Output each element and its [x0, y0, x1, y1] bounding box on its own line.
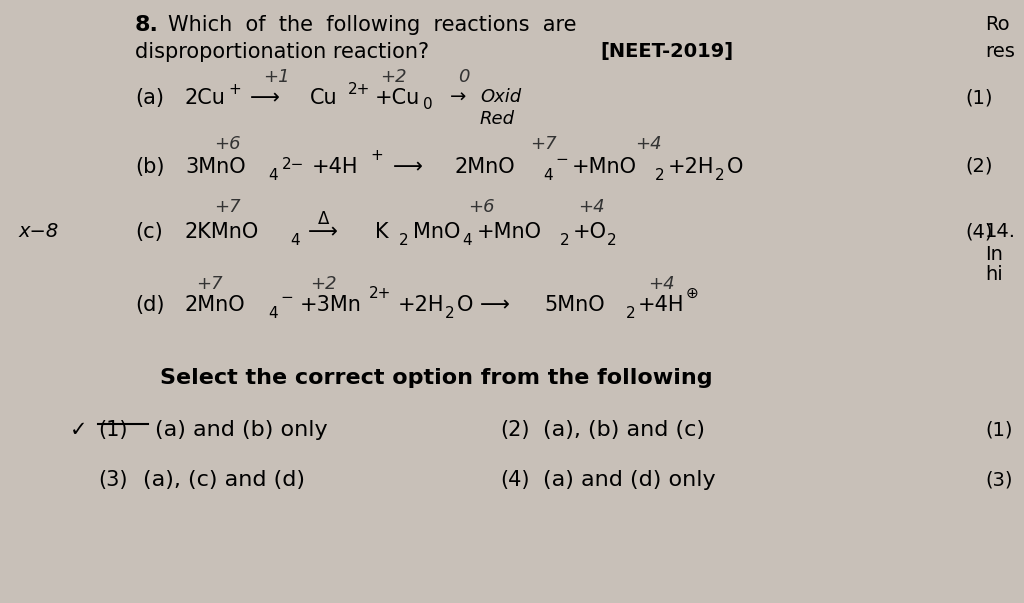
Text: (a), (c) and (d): (a), (c) and (d): [143, 470, 305, 490]
Text: Ro: Ro: [985, 15, 1010, 34]
Text: Cu: Cu: [310, 88, 338, 108]
Text: +6: +6: [214, 135, 241, 153]
Text: +: +: [370, 148, 383, 163]
Text: Red: Red: [480, 110, 515, 128]
Text: ✓: ✓: [70, 420, 87, 440]
Text: x−8: x−8: [18, 222, 58, 241]
Text: +1: +1: [263, 68, 290, 86]
Text: +4: +4: [578, 198, 604, 216]
Text: 2: 2: [655, 168, 665, 183]
Text: 2: 2: [715, 168, 725, 183]
Text: 8.: 8.: [135, 15, 159, 35]
Text: +7: +7: [530, 135, 557, 153]
Text: Which  of  the  following  reactions  are: Which of the following reactions are: [168, 15, 577, 35]
Text: +MnO: +MnO: [477, 222, 542, 242]
Text: 2+: 2+: [348, 82, 371, 97]
Text: +2: +2: [310, 275, 337, 293]
Text: +7: +7: [214, 198, 241, 216]
Text: ⊕: ⊕: [686, 286, 698, 301]
Text: 2+: 2+: [369, 286, 391, 301]
Text: res: res: [985, 42, 1015, 61]
Text: +2: +2: [380, 68, 407, 86]
Text: MnO: MnO: [413, 222, 461, 242]
Text: +2H: +2H: [668, 157, 715, 177]
Text: +2H: +2H: [398, 295, 444, 315]
Text: 0: 0: [458, 68, 469, 86]
Text: +O: +O: [573, 222, 607, 242]
Text: −: −: [280, 290, 293, 305]
Text: (1): (1): [98, 420, 128, 440]
Text: (c): (c): [135, 222, 163, 242]
Text: +7: +7: [196, 275, 222, 293]
Text: +4H: +4H: [638, 295, 684, 315]
Text: Δ: Δ: [318, 210, 330, 228]
Text: (1): (1): [965, 88, 992, 107]
Text: O: O: [727, 157, 743, 177]
Text: (2): (2): [965, 157, 992, 176]
Text: (4): (4): [500, 470, 529, 490]
Text: (d): (d): [135, 295, 165, 315]
Text: +4: +4: [635, 135, 662, 153]
Text: 4: 4: [268, 168, 278, 183]
Text: 2: 2: [399, 233, 409, 248]
Text: ⟶: ⟶: [250, 88, 280, 108]
Text: 2KMnO: 2KMnO: [185, 222, 259, 242]
Text: (3): (3): [98, 470, 128, 490]
Text: ⟶: ⟶: [480, 295, 510, 315]
Text: →: →: [450, 88, 466, 107]
Text: +MnO: +MnO: [572, 157, 637, 177]
Text: 4: 4: [268, 306, 278, 321]
Text: K: K: [375, 222, 389, 242]
Text: Select the correct option from the following: Select the correct option from the follo…: [160, 368, 713, 388]
Text: O: O: [457, 295, 473, 315]
Text: 0: 0: [423, 97, 432, 112]
Text: In: In: [985, 245, 1002, 264]
Text: (a), (b) and (c): (a), (b) and (c): [543, 420, 705, 440]
Text: 4: 4: [543, 168, 553, 183]
Text: (a): (a): [135, 88, 164, 108]
Text: +Cu: +Cu: [375, 88, 420, 108]
Text: 2MnO: 2MnO: [185, 295, 246, 315]
Text: −: −: [555, 152, 567, 167]
Text: Oxid: Oxid: [480, 88, 521, 106]
Text: (2): (2): [500, 420, 529, 440]
Text: ⟶: ⟶: [393, 157, 423, 177]
Text: +3Mn: +3Mn: [300, 295, 361, 315]
Text: +4H: +4H: [312, 157, 358, 177]
Text: +: +: [228, 82, 241, 97]
Text: (3): (3): [985, 470, 1013, 489]
Text: (b): (b): [135, 157, 165, 177]
Text: disproportionation reaction?: disproportionation reaction?: [135, 42, 429, 62]
Text: ⟶: ⟶: [308, 222, 338, 242]
Text: hi: hi: [985, 265, 1002, 284]
Text: 2: 2: [560, 233, 569, 248]
Text: 2MnO: 2MnO: [455, 157, 516, 177]
Text: 2: 2: [626, 306, 636, 321]
Text: 2: 2: [445, 306, 455, 321]
Text: 4: 4: [290, 233, 300, 248]
Text: (a) and (b) only: (a) and (b) only: [155, 420, 328, 440]
Text: +4: +4: [648, 275, 675, 293]
Text: 3MnO: 3MnO: [185, 157, 246, 177]
Text: 4: 4: [462, 233, 472, 248]
Text: (4): (4): [965, 222, 992, 241]
Text: 2Cu: 2Cu: [185, 88, 226, 108]
Text: 2: 2: [607, 233, 616, 248]
Text: (a) and (d) only: (a) and (d) only: [543, 470, 716, 490]
Text: [NEET-2019]: [NEET-2019]: [600, 42, 733, 61]
Text: +6: +6: [468, 198, 495, 216]
Text: 5MnO: 5MnO: [544, 295, 604, 315]
Text: 2−: 2−: [282, 157, 304, 172]
Text: 14.: 14.: [985, 222, 1016, 241]
Text: (1): (1): [985, 420, 1013, 439]
